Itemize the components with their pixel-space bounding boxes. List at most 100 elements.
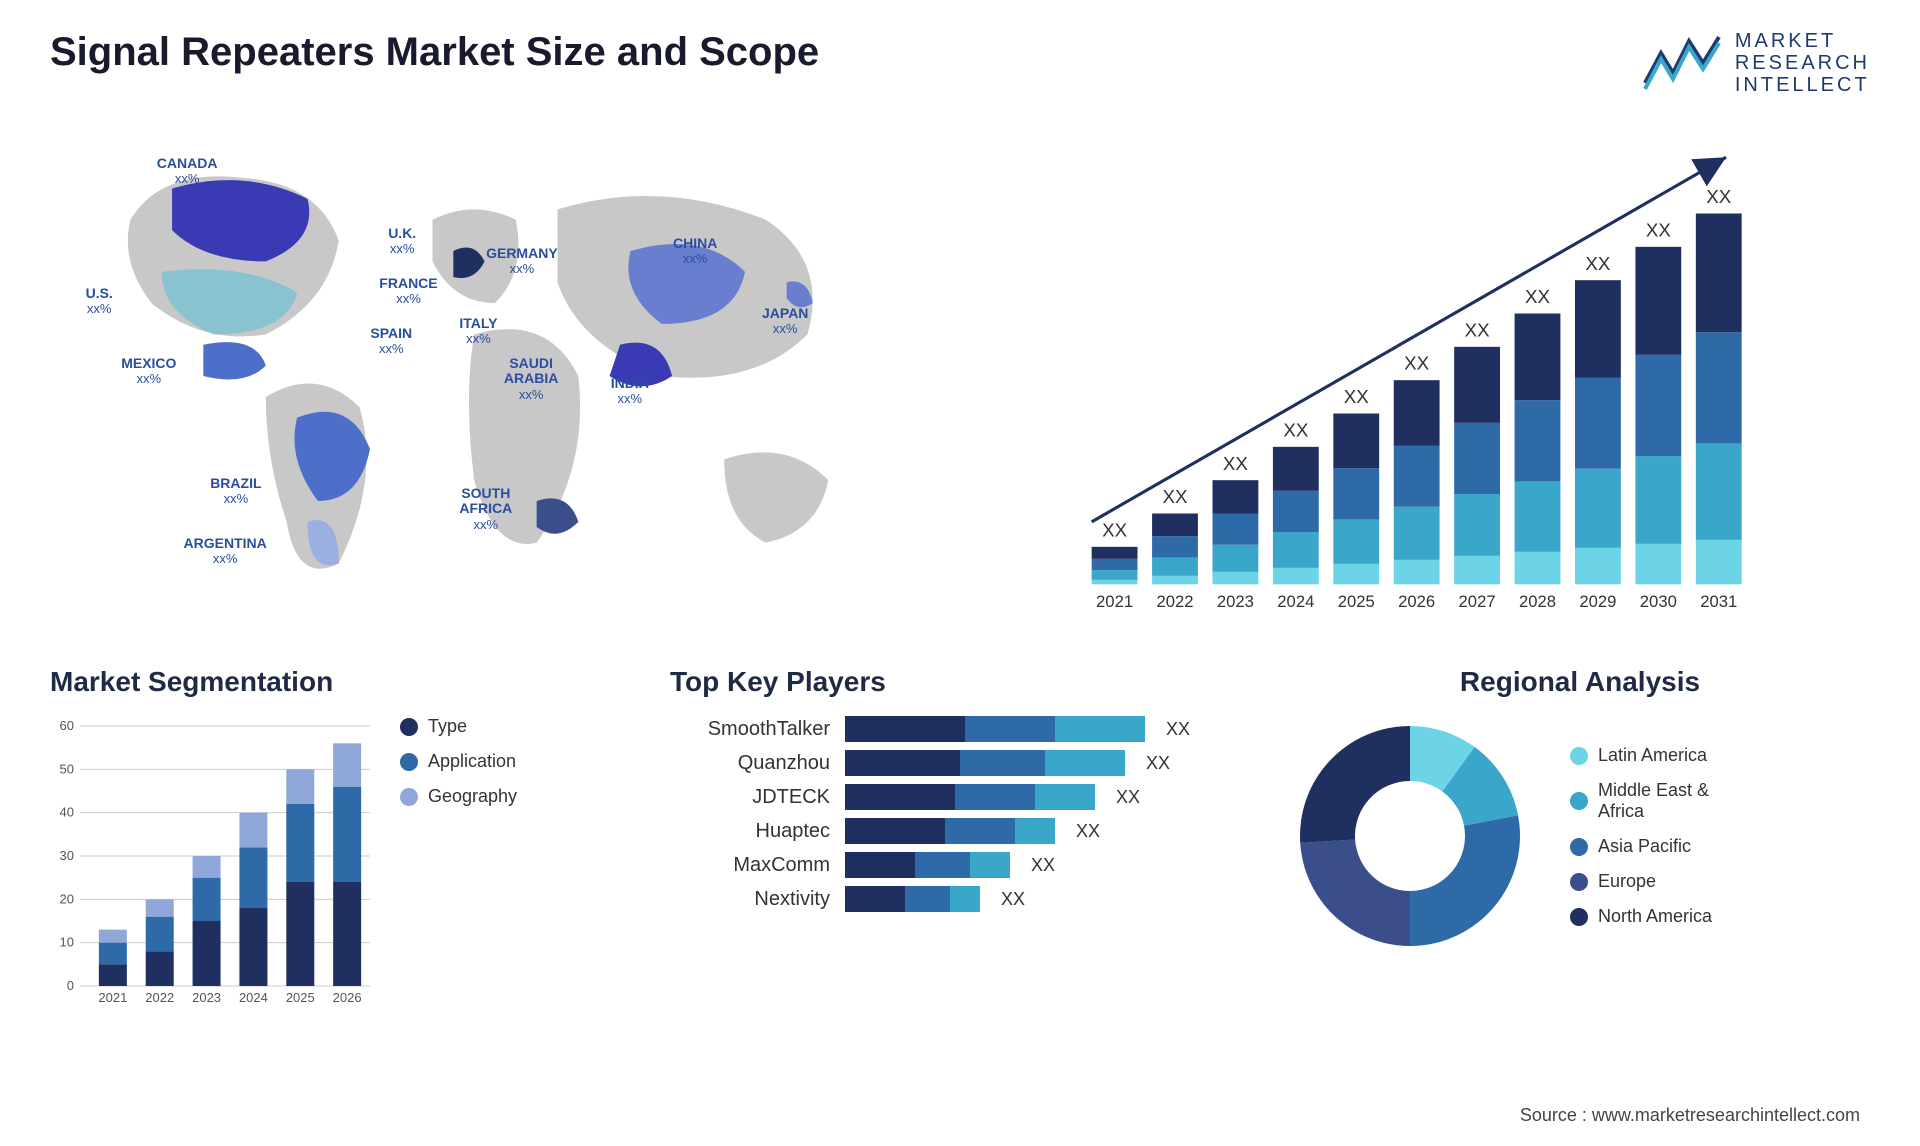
map-label: INDIAxx% — [611, 376, 649, 407]
player-bar-seg — [1055, 716, 1145, 742]
growth-year-label: 2021 — [1096, 592, 1133, 611]
player-bar-seg — [965, 716, 1055, 742]
map-label: U.K.xx% — [388, 226, 416, 257]
player-bar-seg — [950, 886, 980, 912]
logo-line2: RESEARCH — [1735, 52, 1870, 74]
player-bar-seg — [845, 784, 955, 810]
legend-label: Latin America — [1598, 745, 1707, 766]
growth-year-label: 2022 — [1156, 592, 1193, 611]
seg-bar-seg — [239, 908, 267, 986]
growth-bar-seg — [1333, 519, 1379, 563]
growth-year-label: 2029 — [1579, 592, 1616, 611]
seg-bar-seg — [99, 930, 127, 943]
growth-bar-seg — [1213, 572, 1259, 585]
map-label: MEXICOxx% — [121, 356, 176, 387]
growth-bar-label: XX — [1162, 486, 1188, 507]
player-name: SmoothTalker — [670, 718, 830, 741]
growth-bar-seg — [1394, 507, 1440, 560]
growth-year-label: 2027 — [1459, 592, 1496, 611]
legend-swatch — [1570, 908, 1588, 926]
growth-bar-seg — [1515, 481, 1561, 551]
growth-bar-seg — [1092, 547, 1138, 559]
legend-item: Asia Pacific — [1570, 836, 1712, 857]
growth-bar-seg — [1333, 564, 1379, 585]
legend-label: Type — [428, 716, 467, 737]
growth-bar-seg — [1454, 494, 1500, 556]
player-row: HuaptecXX — [670, 818, 1250, 844]
growth-bar-seg — [1635, 355, 1681, 456]
growth-year-label: 2025 — [1338, 592, 1375, 611]
segmentation-panel: Market Segmentation 01020304050602021202… — [50, 666, 630, 1046]
regional-panel: Regional Analysis Latin AmericaMiddle Ea… — [1290, 666, 1870, 1046]
players-panel: Top Key Players SmoothTalkerXXQuanzhouXX… — [670, 666, 1250, 1046]
legend-swatch — [1570, 873, 1588, 891]
seg-bar-seg — [99, 943, 127, 965]
map-label: CANADAxx% — [157, 156, 218, 187]
player-bar-seg — [955, 784, 1035, 810]
growth-bar-label: XX — [1102, 519, 1128, 540]
seg-bar-seg — [239, 847, 267, 908]
map-label: ARGENTINAxx% — [184, 536, 267, 567]
donut-slice — [1300, 726, 1410, 843]
map-label: FRANCExx% — [379, 276, 437, 307]
player-bar-seg — [960, 750, 1045, 776]
player-bar-seg — [845, 750, 960, 776]
growth-year-label: 2026 — [1398, 592, 1435, 611]
growth-year-label: 2023 — [1217, 592, 1254, 611]
player-bar-seg — [845, 886, 905, 912]
growth-year-label: 2031 — [1700, 592, 1737, 611]
seg-xtick: 2022 — [145, 990, 174, 1005]
growth-bar-seg — [1394, 446, 1440, 507]
growth-bar-seg — [1394, 380, 1440, 445]
source-text: Source : www.marketresearchintellect.com — [1520, 1105, 1860, 1126]
legend-item: Europe — [1570, 871, 1712, 892]
segmentation-title: Market Segmentation — [50, 666, 630, 698]
player-name: Quanzhou — [670, 752, 830, 775]
growth-bar-label: XX — [1283, 419, 1309, 440]
growth-bar-seg — [1696, 443, 1742, 539]
growth-bar-seg — [1213, 514, 1259, 545]
growth-bar-seg — [1515, 400, 1561, 481]
legend-item: North America — [1570, 906, 1712, 927]
seg-ytick: 50 — [60, 761, 74, 776]
seg-ytick: 20 — [60, 891, 74, 906]
map-label: BRAZILxx% — [210, 476, 261, 507]
growth-bar-seg — [1152, 576, 1198, 585]
player-name: JDTECK — [670, 786, 830, 809]
player-bar-seg — [845, 818, 945, 844]
player-bar-seg — [1045, 750, 1125, 776]
player-row: JDTECKXX — [670, 784, 1250, 810]
growth-year-label: 2024 — [1277, 592, 1314, 611]
player-row: MaxCommXX — [670, 852, 1250, 878]
growth-bar-seg — [1152, 557, 1198, 575]
map-label: JAPANxx% — [762, 306, 808, 337]
growth-bar-label: XX — [1525, 286, 1551, 307]
player-name: Nextivity — [670, 888, 830, 911]
seg-ytick: 10 — [60, 935, 74, 950]
growth-bar-seg — [1696, 540, 1742, 585]
map-label: GERMANYxx% — [486, 246, 558, 277]
growth-bar-seg — [1213, 480, 1259, 513]
growth-bar-seg — [1092, 559, 1138, 570]
growth-bar-seg — [1273, 491, 1319, 532]
donut-slice — [1410, 815, 1520, 946]
map-label: CHINAxx% — [673, 236, 717, 267]
player-value: XX — [1076, 821, 1100, 842]
legend-item: Latin America — [1570, 745, 1712, 766]
seg-bar-seg — [333, 743, 361, 786]
growth-bar-seg — [1575, 469, 1621, 548]
growth-bar-seg — [1213, 545, 1259, 572]
seg-bar-seg — [193, 921, 221, 986]
seg-bar-seg — [286, 882, 314, 986]
map-label: ITALYxx% — [459, 316, 497, 347]
seg-xtick: 2024 — [239, 990, 268, 1005]
growth-bar-label: XX — [1706, 186, 1732, 207]
segmentation-chart: 0102030405060202120222023202420252026 — [50, 716, 370, 1006]
growth-bar-seg — [1515, 314, 1561, 401]
growth-bar-seg — [1515, 552, 1561, 585]
legend-label: Geography — [428, 786, 517, 807]
legend-label: Application — [428, 751, 516, 772]
legend-label: Europe — [1598, 871, 1656, 892]
growth-bar-seg — [1575, 548, 1621, 585]
growth-bar-seg — [1273, 532, 1319, 568]
